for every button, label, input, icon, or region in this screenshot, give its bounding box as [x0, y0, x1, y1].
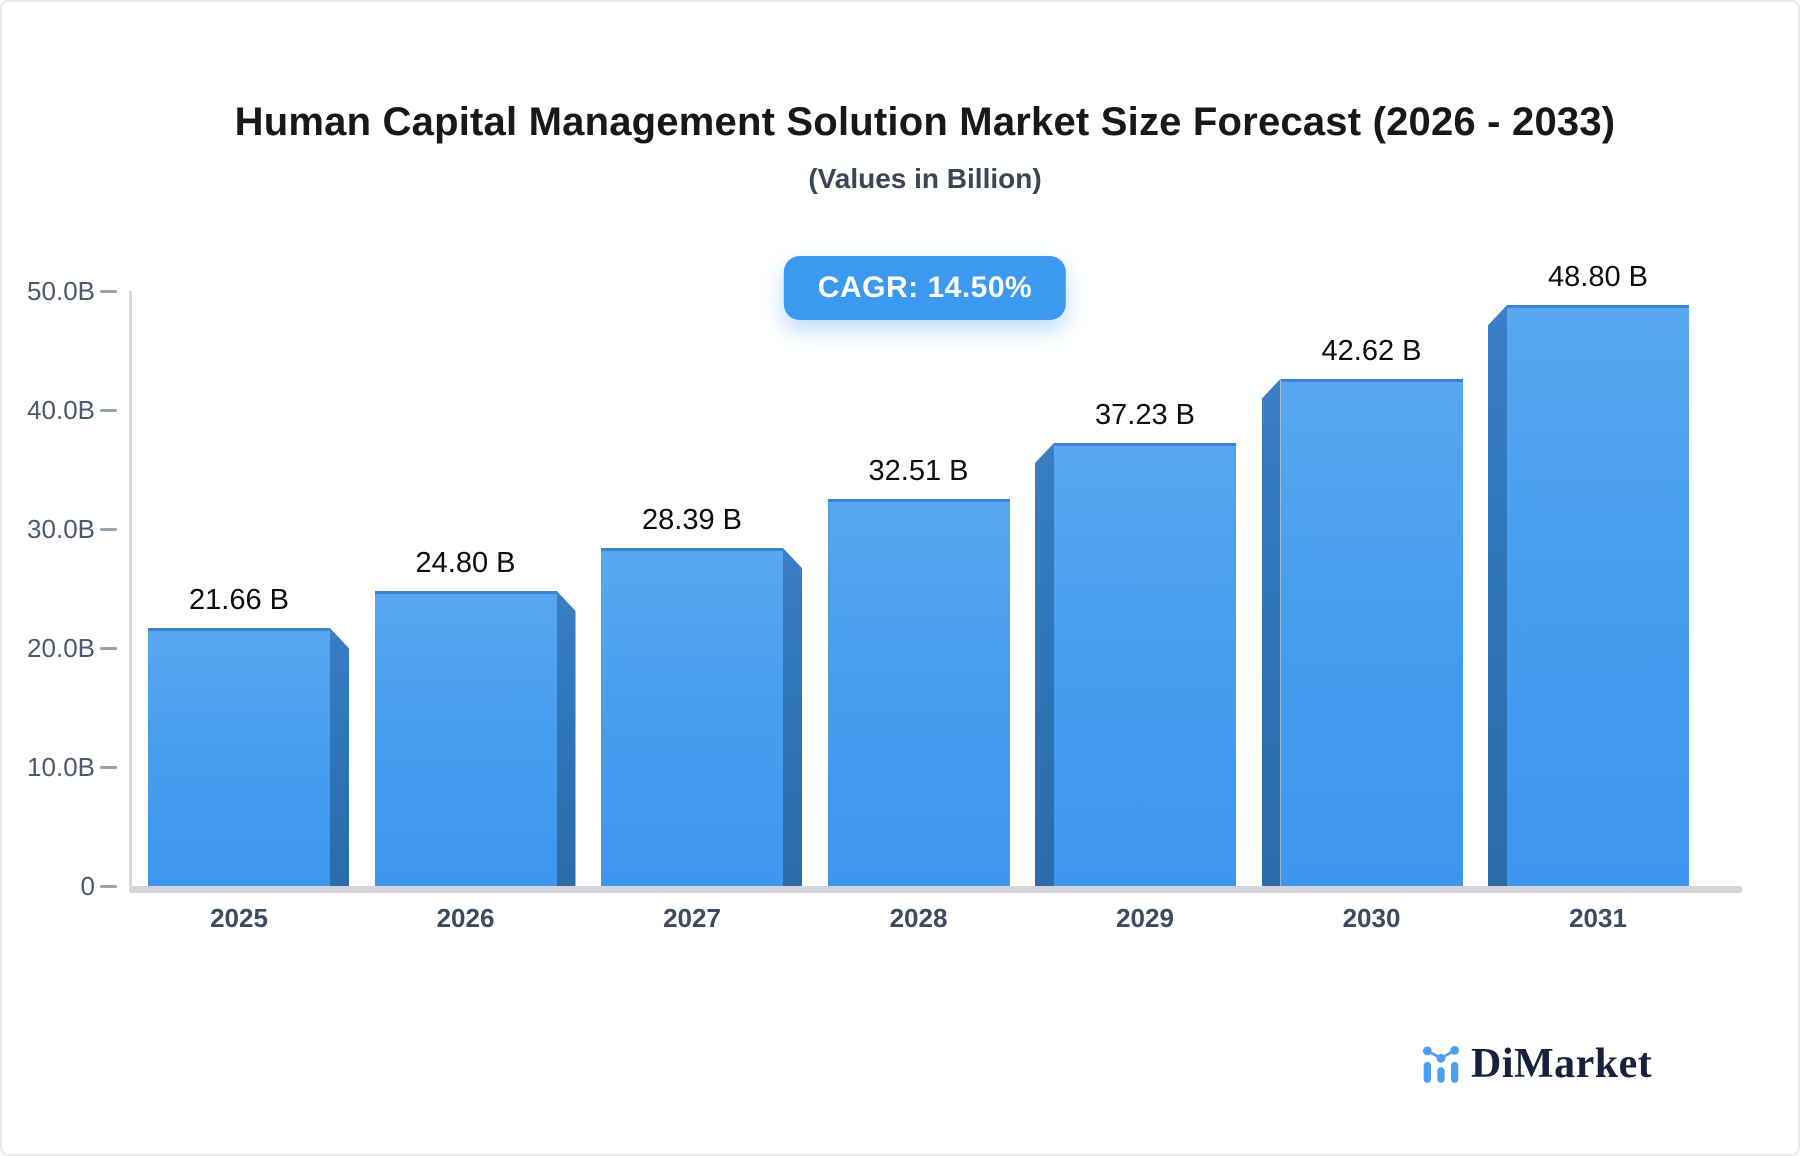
- bar-value-label: 24.80 B: [415, 546, 516, 579]
- bar-2030: [1280, 378, 1463, 886]
- chart-subtitle: (Values in Billion): [808, 163, 1042, 194]
- bar-value-label: 42.62 B: [1321, 334, 1422, 367]
- y-tick-label: 50.0B: [27, 276, 95, 306]
- bar-2025: [148, 628, 330, 886]
- y-tick-dash: [100, 527, 117, 531]
- bar-2026: [374, 590, 557, 886]
- bar-value-label: 32.51 B: [868, 455, 969, 488]
- x-tick-label-2025: 2025: [210, 903, 268, 933]
- bar-value-label: 21.66 B: [189, 584, 289, 617]
- x-axis-baseline: [129, 886, 1742, 893]
- x-tick-label-2031: 2031: [1569, 903, 1627, 933]
- y-tick-dash: [100, 408, 117, 412]
- y-tick-label: 0: [80, 871, 95, 901]
- y-axis-line: [129, 291, 132, 886]
- x-tick-label-2026: 2026: [436, 903, 495, 933]
- bar-value-label: 48.80 B: [1548, 261, 1648, 294]
- bar-value-label: 28.39 B: [642, 504, 742, 537]
- mini-bar-chart-logo-icon: [1422, 1045, 1460, 1083]
- bar-2027: [601, 548, 783, 886]
- bar-side-2025: [330, 628, 349, 886]
- y-tick-label: 40.0B: [27, 395, 95, 425]
- cagr-badge: CAGR: 14.50%: [783, 256, 1067, 320]
- bar-side-2026: [556, 590, 576, 886]
- x-tick-label-2027: 2027: [663, 903, 721, 933]
- brand-name: DiMarket: [1471, 1041, 1653, 1087]
- y-tick-dash: [100, 289, 117, 293]
- bar-side-2030: [1261, 378, 1281, 886]
- x-tick-label-2028: 2028: [889, 903, 948, 933]
- chart-title: Human Capital Management Solution Market…: [234, 100, 1616, 144]
- bar-value-label: 37.23 B: [1095, 398, 1195, 431]
- bar-2028: [827, 499, 1010, 886]
- chart-header: Human Capital Management Solution Market…: [25, 100, 1800, 195]
- y-tick-dash: [100, 646, 117, 650]
- bar-side-2031: [1488, 305, 1507, 886]
- y-tick-dash: [100, 765, 117, 769]
- bar-side-2029: [1035, 442, 1054, 886]
- x-tick-label-2029: 2029: [1116, 903, 1174, 933]
- y-tick-label: 10.0B: [27, 752, 95, 782]
- y-tick-label: 30.0B: [27, 514, 95, 544]
- bar-2029: [1054, 442, 1236, 886]
- bar-side-2027: [783, 548, 802, 886]
- x-tick-label-2030: 2030: [1342, 903, 1401, 933]
- y-tick-dash: [100, 884, 117, 888]
- bar-2031: [1507, 305, 1689, 886]
- y-tick-label: 20.0B: [27, 633, 95, 663]
- brand-logo: DiMarket: [1420, 1040, 1652, 1088]
